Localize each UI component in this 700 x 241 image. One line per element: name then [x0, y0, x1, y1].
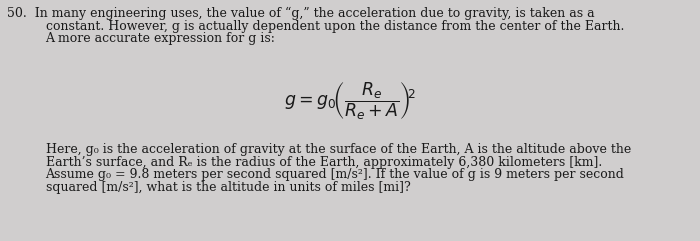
Text: Assume g₀ = 9.8 meters per second squared [m/s²]. If the value of g is 9 meters : Assume g₀ = 9.8 meters per second square…	[46, 168, 624, 181]
Text: squared [m/s²], what is the altitude in units of miles [mi]?: squared [m/s²], what is the altitude in …	[46, 181, 410, 194]
Text: constant. However, g is actually dependent upon the distance from the center of : constant. However, g is actually depende…	[46, 20, 624, 33]
Text: A more accurate expression for g is:: A more accurate expression for g is:	[46, 32, 275, 45]
Text: $g = g_0\!\left(\dfrac{R_e}{R_e + A}\right)^{\!\!2}$: $g = g_0\!\left(\dfrac{R_e}{R_e + A}\rig…	[284, 81, 416, 122]
Text: Here, g₀ is the acceleration of gravity at the surface of the Earth, A is the al: Here, g₀ is the acceleration of gravity …	[46, 143, 631, 156]
Text: 50.  In many engineering uses, the value of “g,” the acceleration due to gravity: 50. In many engineering uses, the value …	[7, 7, 594, 20]
Text: Earth’s surface, and Rₑ is the radius of the Earth, approximately 6,380 kilomete: Earth’s surface, and Rₑ is the radius of…	[46, 156, 602, 169]
